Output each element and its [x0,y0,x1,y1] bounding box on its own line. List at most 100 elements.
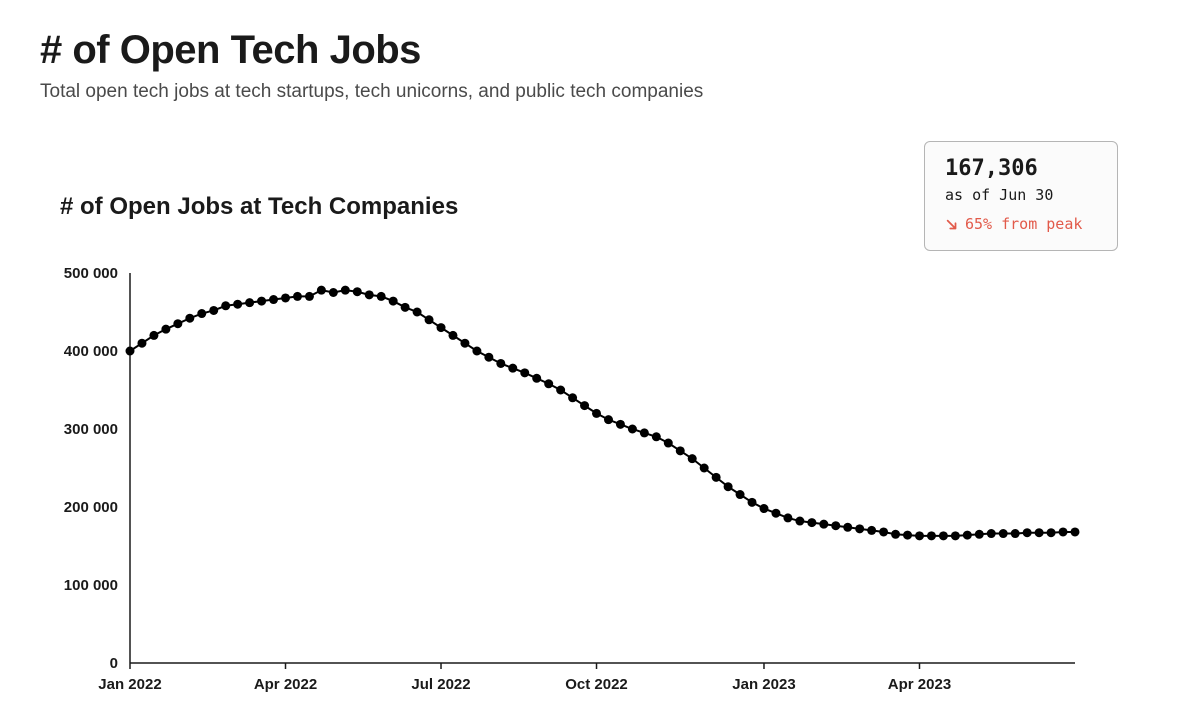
series-marker [126,347,135,356]
series-marker [927,531,936,540]
series-marker [353,287,362,296]
series-marker [544,379,553,388]
series-marker [425,315,434,324]
series-marker [377,292,386,301]
series-marker [460,339,469,348]
series-marker [700,464,709,473]
series-marker [221,301,230,310]
series-marker [999,529,1008,538]
series-marker [915,531,924,540]
series-marker [173,319,182,328]
series-marker [317,286,326,295]
y-tick-label: 300 000 [64,421,118,438]
series-marker [771,509,780,518]
series-marker [819,520,828,529]
x-tick-label: Jan 2023 [732,676,795,693]
series-marker [712,473,721,482]
series-marker [257,297,266,306]
series-marker [1035,528,1044,537]
series-marker [149,331,158,340]
page-subtitle: Total open tech jobs at tech startups, t… [40,81,1146,103]
series-marker [831,521,840,530]
series-marker [568,393,577,402]
series-marker [604,415,613,424]
x-tick-label: Jan 2022 [98,676,161,693]
series-marker [448,331,457,340]
x-tick-label: Apr 2023 [888,676,951,693]
series-marker [664,439,673,448]
series-marker [161,325,170,334]
series-marker [903,531,912,540]
series-marker [389,297,398,306]
series-line [130,290,1075,536]
chart-container: # of Open Jobs at Tech Companies 167,306… [40,153,1146,713]
series-marker [520,368,529,377]
series-marker [496,359,505,368]
series-marker [401,303,410,312]
series-marker [556,386,565,395]
y-tick-label: 100 000 [64,577,118,594]
series-marker [939,531,948,540]
series-marker [867,526,876,535]
series-marker [616,420,625,429]
x-tick-label: Jul 2022 [411,676,470,693]
series-marker [759,504,768,513]
series-marker [748,498,757,507]
series-marker [472,347,481,356]
series-marker [807,518,816,527]
stat-callout: 167,306 as of Jun 30 65% from peak [924,141,1118,251]
series-marker [724,482,733,491]
series-marker [1011,529,1020,538]
series-marker [1023,528,1032,537]
series-marker [341,286,350,295]
y-tick-label: 500 000 [64,265,118,282]
series-marker [508,364,517,373]
series-marker [197,309,206,318]
page-title: # of Open Tech Jobs [40,28,1146,73]
series-marker [1047,528,1056,537]
series-marker [413,308,422,317]
series-marker [209,306,218,315]
series-marker [580,401,589,410]
series-marker [329,288,338,297]
arrow-down-right-icon [945,217,959,231]
series-marker [688,454,697,463]
y-tick-label: 0 [110,655,118,672]
series-marker [293,292,302,301]
y-tick-label: 400 000 [64,343,118,360]
series-marker [975,530,984,539]
series-marker [879,527,888,536]
series-marker [484,353,493,362]
series-marker [305,292,314,301]
series-marker [592,409,601,418]
series-marker [1071,527,1080,536]
series-marker [1059,527,1068,536]
series-marker [137,339,146,348]
series-marker [245,298,254,307]
y-tick-label: 200 000 [64,499,118,516]
series-marker [855,524,864,533]
series-marker [783,513,792,522]
series-marker [676,446,685,455]
callout-delta: 65% from peak [945,214,1095,235]
series-marker [269,295,278,304]
callout-delta-text: 65% from peak [965,214,1082,235]
chart-inner-title: # of Open Jobs at Tech Companies [60,193,458,221]
series-marker [185,314,194,323]
series-marker [437,323,446,332]
series-marker [233,300,242,309]
series-marker [628,425,637,434]
series-marker [652,432,661,441]
series-marker [640,428,649,437]
series-marker [365,290,374,299]
x-tick-label: Oct 2022 [565,676,628,693]
series-marker [843,523,852,532]
series-marker [963,531,972,540]
series-marker [891,530,900,539]
x-tick-label: Apr 2022 [254,676,317,693]
series-marker [951,531,960,540]
series-marker [736,490,745,499]
series-marker [532,374,541,383]
callout-asof: as of Jun 30 [945,185,1095,206]
series-marker [281,293,290,302]
